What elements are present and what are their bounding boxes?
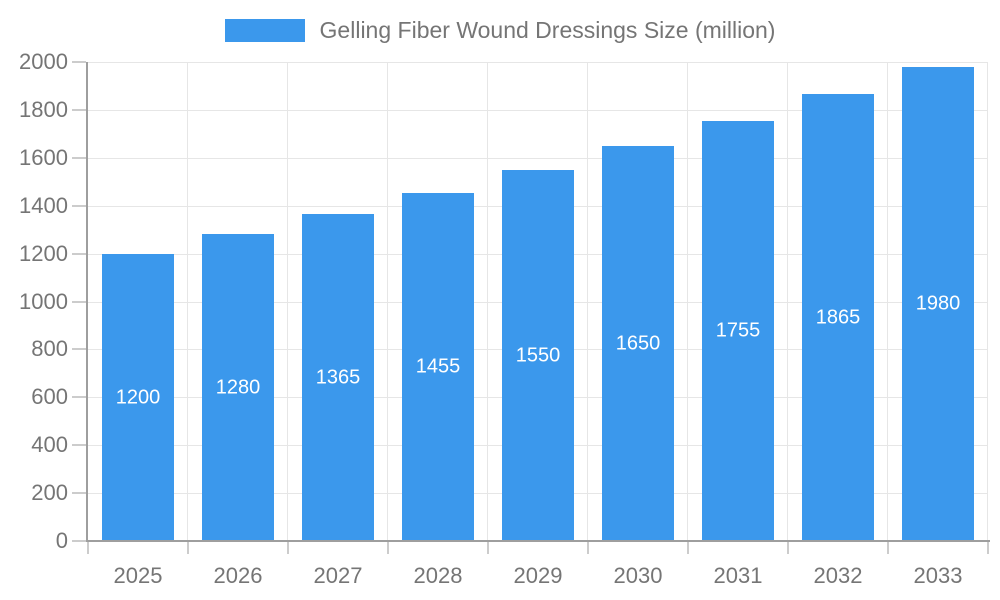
x-tick-label: 2032 bbox=[813, 563, 863, 588]
v-grid-line bbox=[187, 62, 188, 541]
bar-value-label: 1650 bbox=[615, 332, 661, 354]
x-tick-label: 2031 bbox=[713, 563, 763, 588]
chart-legend[interactable]: Gelling Fiber Wound Dressings Size (mill… bbox=[0, 17, 1000, 44]
bar-value-label: 1455 bbox=[415, 355, 461, 378]
v-grid-line bbox=[587, 62, 588, 541]
bar-value-label: 1200 bbox=[115, 386, 161, 408]
x-tick bbox=[887, 541, 889, 554]
bar: 1280 bbox=[202, 234, 274, 541]
h-grid-line bbox=[88, 110, 988, 111]
x-tick bbox=[187, 541, 189, 554]
x-tick-label: 2027 bbox=[313, 563, 363, 588]
x-tick-label: 2025 bbox=[113, 563, 163, 588]
x-tick bbox=[287, 541, 289, 554]
legend-swatch bbox=[224, 19, 305, 42]
bar: 1755 bbox=[702, 121, 774, 541]
y-tick-label: 400 bbox=[31, 432, 68, 457]
y-tick bbox=[72, 492, 86, 494]
y-tick bbox=[72, 540, 86, 542]
y-tick bbox=[72, 301, 86, 303]
y-tick-label: 800 bbox=[31, 336, 68, 361]
v-grid-line bbox=[787, 62, 788, 541]
v-grid-line bbox=[887, 62, 888, 541]
bar-value-label: 1980 bbox=[915, 292, 961, 315]
y-tick-label: 600 bbox=[31, 384, 68, 409]
y-tick-label: 0 bbox=[55, 528, 68, 553]
v-grid-line bbox=[287, 62, 288, 541]
y-tick bbox=[72, 396, 86, 398]
bar: 1980 bbox=[902, 67, 974, 541]
v-grid-line bbox=[387, 62, 388, 541]
y-tick bbox=[72, 157, 86, 159]
x-tick bbox=[787, 541, 789, 554]
y-tick bbox=[72, 253, 86, 255]
h-grid-line bbox=[88, 62, 988, 63]
bar: 1650 bbox=[602, 146, 674, 541]
plot-area: 1200 1280 1365 1455 1550 1650 1755 1865 1980 bbox=[88, 62, 988, 541]
v-grid-line bbox=[487, 62, 488, 541]
y-tick bbox=[72, 61, 86, 63]
y-tick bbox=[72, 205, 86, 207]
bar-value-label: 1550 bbox=[515, 344, 561, 366]
legend-label: Gelling Fiber Wound Dressings Size (mill… bbox=[319, 17, 776, 43]
x-tick bbox=[587, 541, 589, 554]
y-tick bbox=[72, 444, 86, 446]
y-tick-label: 200 bbox=[31, 480, 68, 505]
y-tick-label: 1400 bbox=[19, 193, 68, 218]
x-tick-label: 2029 bbox=[513, 563, 563, 588]
x-tick-label: 2028 bbox=[413, 563, 463, 588]
x-tick bbox=[687, 541, 689, 554]
h-grid-line bbox=[88, 158, 988, 159]
y-tick bbox=[72, 109, 86, 111]
bar: 1455 bbox=[402, 193, 474, 541]
bar: 1865 bbox=[802, 94, 874, 541]
y-tick bbox=[72, 348, 86, 350]
y-axis-line bbox=[86, 62, 88, 542]
bar-value-label: 1280 bbox=[215, 376, 261, 398]
x-tick bbox=[387, 541, 389, 554]
bar-value-label: 1755 bbox=[715, 319, 761, 342]
bar: 1200 bbox=[102, 254, 174, 541]
y-tick-label: 1800 bbox=[19, 97, 68, 122]
bar: 1550 bbox=[502, 170, 574, 541]
bar-value-label: 1365 bbox=[315, 366, 361, 388]
y-tick-label: 1000 bbox=[19, 289, 68, 314]
y-tick-label: 1600 bbox=[19, 145, 68, 170]
x-tick-label: 2030 bbox=[613, 563, 663, 588]
v-grid-line bbox=[687, 62, 688, 541]
bar-value-label: 1865 bbox=[815, 306, 861, 328]
bar: 1365 bbox=[302, 214, 374, 541]
x-tick-label: 2033 bbox=[913, 563, 963, 588]
x-tick bbox=[87, 541, 89, 554]
x-tick bbox=[987, 541, 989, 554]
x-axis-line bbox=[86, 540, 990, 542]
y-tick-label: 2000 bbox=[19, 49, 68, 74]
v-grid-line bbox=[987, 62, 988, 541]
x-tick-label: 2026 bbox=[213, 563, 263, 588]
y-tick-label: 1200 bbox=[19, 241, 68, 266]
x-tick bbox=[487, 541, 489, 554]
